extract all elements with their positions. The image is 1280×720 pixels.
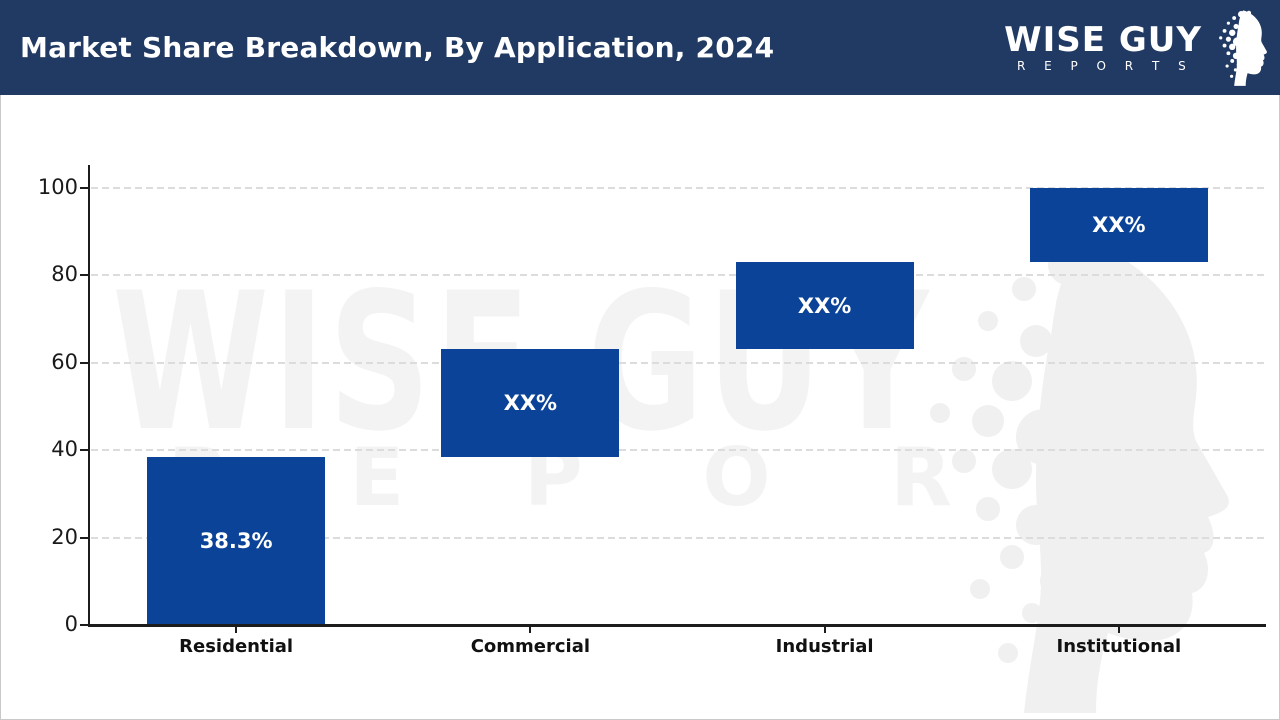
x-tick: [823, 625, 826, 633]
wiseguy-head-icon: [1219, 10, 1267, 86]
gridline: [91, 274, 1266, 276]
x-tick-label: Institutional: [1056, 636, 1182, 657]
logo-wordmark: WISE GUY: [1004, 20, 1202, 60]
y-tick-label: 100: [37, 174, 78, 199]
bar-institutional: XX%: [1029, 187, 1208, 263]
y-tick: [80, 186, 89, 189]
x-tick: [235, 625, 238, 633]
bar-value-label: XX%: [797, 293, 852, 318]
logo-text: WISE GUY R E P O R T S: [1004, 23, 1202, 72]
y-tick: [80, 536, 89, 539]
y-tick: [80, 624, 89, 626]
gridline: [91, 186, 1266, 189]
y-tick-label: 20: [51, 524, 78, 549]
header: Market Share Breakdown, By Application, …: [0, 0, 1280, 95]
y-tick: [80, 361, 89, 364]
x-tick: [529, 625, 532, 633]
x-axis-spine: [88, 624, 1266, 627]
bar-commercial: XX%: [441, 348, 620, 458]
wiseguy-logo: WISE GUY R E P O R T S: [1004, 9, 1270, 86]
y-tick-label: 60: [51, 349, 78, 374]
bar-value-label: 38.3%: [199, 529, 273, 554]
gridline: [91, 449, 1266, 451]
x-tick: [1117, 625, 1120, 633]
y-tick-label: 40: [51, 437, 78, 461]
y-tick: [80, 274, 89, 276]
x-tick-label: Industrial: [775, 636, 874, 657]
bar-value-label: XX%: [503, 391, 558, 416]
x-tick-label: Commercial: [470, 636, 591, 657]
y-tick: [80, 449, 89, 451]
y-axis-spine: [88, 165, 90, 627]
logo-tagline: R E P O R T S: [1016, 59, 1194, 73]
x-tick-label: Residential: [179, 636, 294, 657]
bar-residential: 38.3%: [147, 457, 326, 625]
bar-value-label: XX%: [1092, 212, 1146, 237]
y-tick-label: 80: [51, 262, 78, 286]
bar-industrial: XX%: [735, 262, 914, 349]
gridline: [91, 536, 1266, 539]
gridline: [91, 361, 1266, 364]
y-tick-label: 0: [64, 612, 78, 636]
chart-title: Market Share Breakdown, By Application, …: [20, 31, 775, 64]
